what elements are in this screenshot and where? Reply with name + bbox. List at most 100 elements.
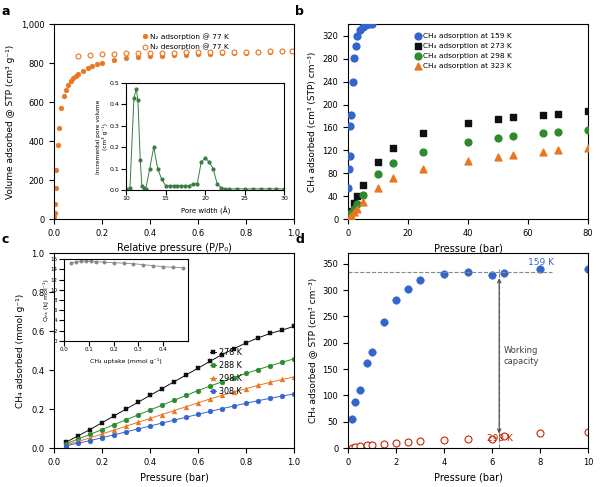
CH₄ adsorption at 323 K bbox=[373, 184, 383, 191]
CH₄ adsorption at 323 K bbox=[388, 174, 398, 182]
N₂ adsorption @ 77 K bbox=[254, 49, 262, 55]
288 K bbox=[218, 379, 226, 385]
288 K bbox=[290, 356, 298, 362]
298 K bbox=[182, 404, 190, 410]
CH₄ adsorption at 323 K bbox=[352, 205, 362, 213]
CH₄ adsorption at 273 K bbox=[349, 199, 359, 207]
Y-axis label: CH₄ adsorbed (cm³ (STP) cm⁻³): CH₄ adsorbed (cm³ (STP) cm⁻³) bbox=[308, 52, 317, 192]
CH₄ adsorption at 159 K bbox=[346, 111, 356, 119]
N₂ adsorption @ 77 K bbox=[74, 71, 82, 77]
CH₄ adsorption at 273 K bbox=[463, 119, 473, 127]
288 K bbox=[86, 431, 94, 437]
CH₄ adsorption at 273 K bbox=[418, 130, 428, 137]
Y-axis label: CH₄ adsorbed (mmol g⁻¹): CH₄ adsorbed (mmol g⁻¹) bbox=[16, 294, 25, 408]
CH₄ adsorption at 159 K bbox=[349, 54, 359, 61]
CH₄ adsorption at 298 K bbox=[358, 191, 368, 199]
308 K bbox=[254, 398, 262, 404]
X-axis label: Pressure (bar): Pressure (bar) bbox=[434, 472, 502, 482]
278 K bbox=[110, 413, 118, 419]
288 K bbox=[254, 367, 262, 373]
N₂ adsorption @ 77 K bbox=[54, 142, 61, 148]
N₂ adsorption @ 77 K bbox=[278, 49, 286, 55]
N₂ desorption @ 77 K bbox=[74, 53, 82, 58]
N₂ adsorption @ 77 K bbox=[266, 49, 274, 55]
308 K bbox=[110, 432, 118, 438]
N₂ adsorption @ 77 K bbox=[89, 63, 96, 69]
308 K bbox=[146, 423, 154, 429]
Text: b: b bbox=[295, 4, 304, 18]
N₂ adsorption @ 77 K bbox=[206, 51, 214, 56]
CH₄ adsorption at 298 K bbox=[373, 170, 383, 178]
288 K bbox=[122, 417, 130, 423]
CH₄ adsorption at 159 K bbox=[348, 78, 358, 86]
CH₄ adsorption at 298 K bbox=[349, 205, 359, 213]
298 K bbox=[170, 408, 178, 413]
278 K bbox=[182, 372, 190, 378]
Line: N₂ adsorption @ 77 K: N₂ adsorption @ 77 K bbox=[52, 49, 294, 220]
N₂ adsorption @ 77 K bbox=[53, 168, 60, 173]
Legend: 278 K, 288 K, 298 K, 308 K: 278 K, 288 K, 298 K, 308 K bbox=[207, 345, 245, 399]
308 K bbox=[242, 400, 250, 406]
CH₄ adsorption at 273 K bbox=[553, 110, 563, 118]
308 K bbox=[266, 395, 274, 401]
Text: a: a bbox=[1, 4, 10, 18]
288 K bbox=[158, 402, 166, 408]
Y-axis label: Volume adsorbed @ STP (cm³ g⁻¹): Volume adsorbed @ STP (cm³ g⁻¹) bbox=[6, 45, 15, 199]
CH₄ adsorption at 273 K bbox=[373, 158, 383, 166]
N₂ adsorption @ 77 K bbox=[242, 50, 250, 56]
N₂ adsorption @ 77 K bbox=[94, 61, 101, 67]
308 K bbox=[206, 409, 214, 414]
CH₄ adsorption at 273 K bbox=[388, 144, 398, 151]
278 K bbox=[218, 352, 226, 357]
308 K bbox=[122, 429, 130, 435]
N₂ adsorption @ 77 K bbox=[110, 57, 118, 63]
N₂ desorption @ 77 K bbox=[170, 50, 178, 56]
CH₄ adsorption at 159 K bbox=[344, 152, 354, 160]
N₂ adsorption @ 77 K bbox=[65, 82, 72, 88]
278 K bbox=[278, 327, 286, 333]
CH₄ adsorption at 298 K bbox=[538, 130, 548, 137]
288 K bbox=[278, 359, 286, 365]
278 K bbox=[266, 331, 274, 337]
CH₄ adsorption at 323 K bbox=[463, 157, 473, 165]
308 K bbox=[278, 393, 286, 399]
308 K bbox=[86, 438, 94, 444]
298 K bbox=[230, 389, 238, 395]
CH₄ adsorption at 159 K bbox=[358, 23, 368, 31]
288 K bbox=[134, 412, 142, 418]
N₂ adsorption @ 77 K bbox=[84, 65, 91, 71]
Text: d: d bbox=[295, 233, 304, 246]
288 K bbox=[230, 375, 238, 380]
288 K bbox=[194, 388, 202, 393]
298 K bbox=[110, 427, 118, 433]
278 K bbox=[62, 439, 70, 445]
288 K bbox=[182, 393, 190, 398]
308 K bbox=[194, 412, 202, 417]
CH₄ adsorption at 323 K bbox=[508, 151, 518, 159]
CH₄ adsorption at 273 K bbox=[358, 181, 368, 188]
N₂ desorption @ 77 K bbox=[278, 48, 286, 54]
N₂ desorption @ 77 K bbox=[206, 49, 214, 55]
CH₄ adsorption at 298 K bbox=[388, 159, 398, 167]
N₂ desorption @ 77 K bbox=[182, 50, 190, 56]
288 K bbox=[206, 383, 214, 389]
298 K bbox=[122, 423, 130, 429]
288 K bbox=[98, 427, 106, 432]
278 K bbox=[230, 346, 238, 352]
278 K bbox=[170, 379, 178, 385]
298 K bbox=[194, 400, 202, 406]
N₂ desorption @ 77 K bbox=[158, 50, 166, 56]
298 K bbox=[266, 379, 274, 385]
278 K bbox=[290, 323, 298, 329]
N₂ adsorption @ 77 K bbox=[70, 75, 77, 81]
278 K bbox=[194, 365, 202, 371]
N₂ desorption @ 77 K bbox=[110, 51, 118, 56]
N₂ adsorption @ 77 K bbox=[218, 51, 226, 56]
308 K bbox=[218, 406, 226, 412]
CH₄ adsorption at 159 K bbox=[344, 165, 354, 172]
CH₄ adsorption at 159 K bbox=[361, 21, 371, 29]
298 K bbox=[134, 419, 142, 425]
308 K bbox=[182, 414, 190, 420]
288 K bbox=[110, 422, 118, 428]
298 K bbox=[218, 393, 226, 398]
